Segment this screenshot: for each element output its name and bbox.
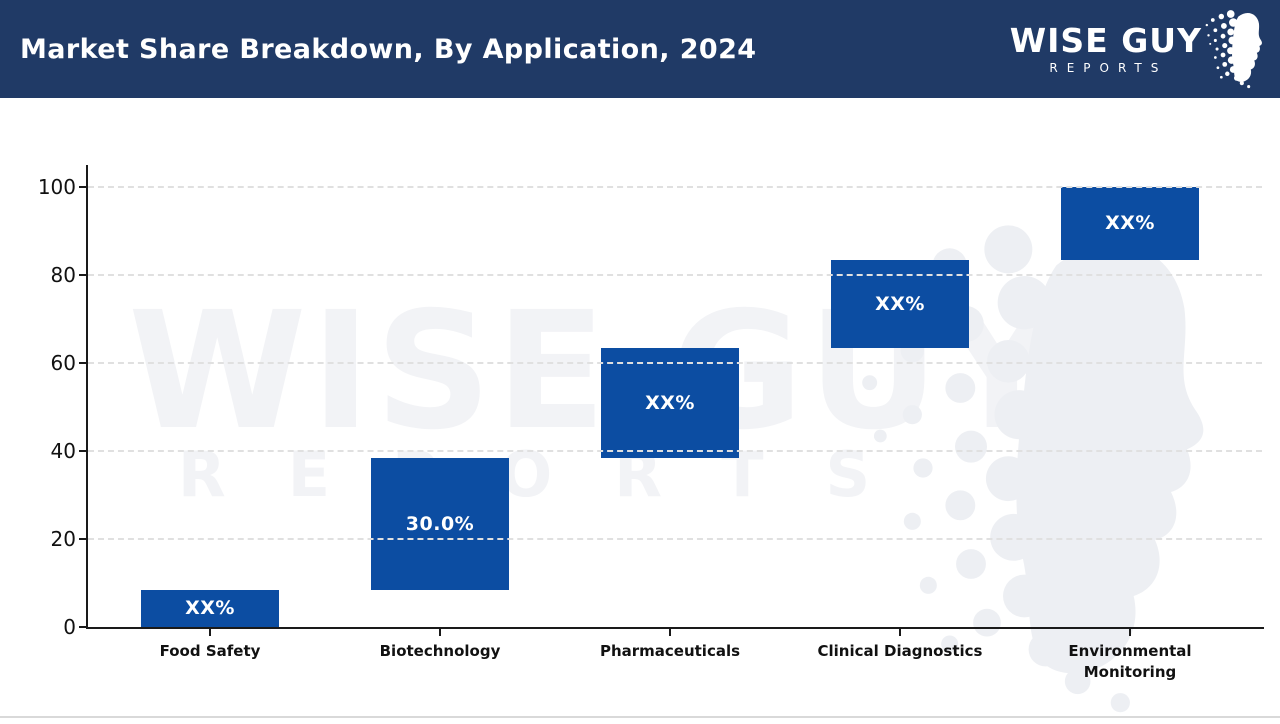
y-tick-mark [79, 274, 88, 276]
bar: 30.0% [371, 457, 509, 590]
bottom-divider [0, 716, 1280, 718]
x-tick-label: Food Safety [159, 642, 261, 660]
y-tick-mark [79, 186, 88, 188]
gridline [88, 186, 1262, 188]
y-tick-label: 0 [63, 615, 76, 639]
x-tick-mark [899, 629, 901, 636]
x-tick-label: Biotechnology [379, 642, 501, 660]
brand-logo: WISE GUY REPORTS [1010, 8, 1266, 90]
bar-value-label: XX% [1105, 212, 1155, 235]
x-tick-mark [209, 629, 211, 636]
brand-logo-text: WISE GUY REPORTS [1010, 24, 1202, 75]
y-tick-label: 60 [50, 351, 76, 375]
y-axis-line [86, 165, 88, 629]
y-tick-mark [79, 362, 88, 364]
page-title: Market Share Breakdown, By Application, … [20, 33, 757, 65]
x-tick-mark [1129, 629, 1131, 636]
watermark-reports-text: REPORTS [178, 438, 933, 511]
y-tick-label: 100 [37, 175, 76, 199]
x-axis-line [86, 627, 1264, 629]
y-tick-label: 20 [50, 527, 76, 551]
x-tick-label: Pharmaceuticals [599, 642, 741, 660]
x-tick-mark [669, 629, 671, 636]
gridline [88, 538, 1262, 540]
bar-value-label: XX% [185, 597, 235, 620]
x-tick-mark [439, 629, 441, 636]
x-tick-label: Environmental Monitoring [1068, 642, 1192, 681]
gridline [88, 362, 1262, 364]
y-tick-label: 80 [50, 263, 76, 287]
dotted-face-profile-icon [1204, 8, 1266, 90]
bar: XX% [1061, 187, 1199, 260]
bar: XX% [831, 259, 969, 348]
gridline [88, 274, 1262, 276]
bar-value-label: XX% [645, 391, 695, 414]
bar-value-label: XX% [875, 292, 925, 315]
brand-wordmark: WISE GUY [1009, 20, 1202, 60]
gridline [88, 450, 1262, 452]
brand-reports-text: REPORTS [1049, 60, 1168, 75]
header-bar: Market Share Breakdown, By Application, … [0, 0, 1280, 98]
bar: XX% [601, 347, 739, 458]
y-tick-mark [79, 626, 88, 628]
y-tick-label: 40 [50, 439, 76, 463]
bar: XX% [141, 589, 279, 627]
bar-value-label: 30.0% [405, 512, 475, 535]
x-tick-label: Clinical Diagnostics [817, 642, 983, 660]
y-tick-mark [79, 538, 88, 540]
y-tick-mark [79, 450, 88, 452]
